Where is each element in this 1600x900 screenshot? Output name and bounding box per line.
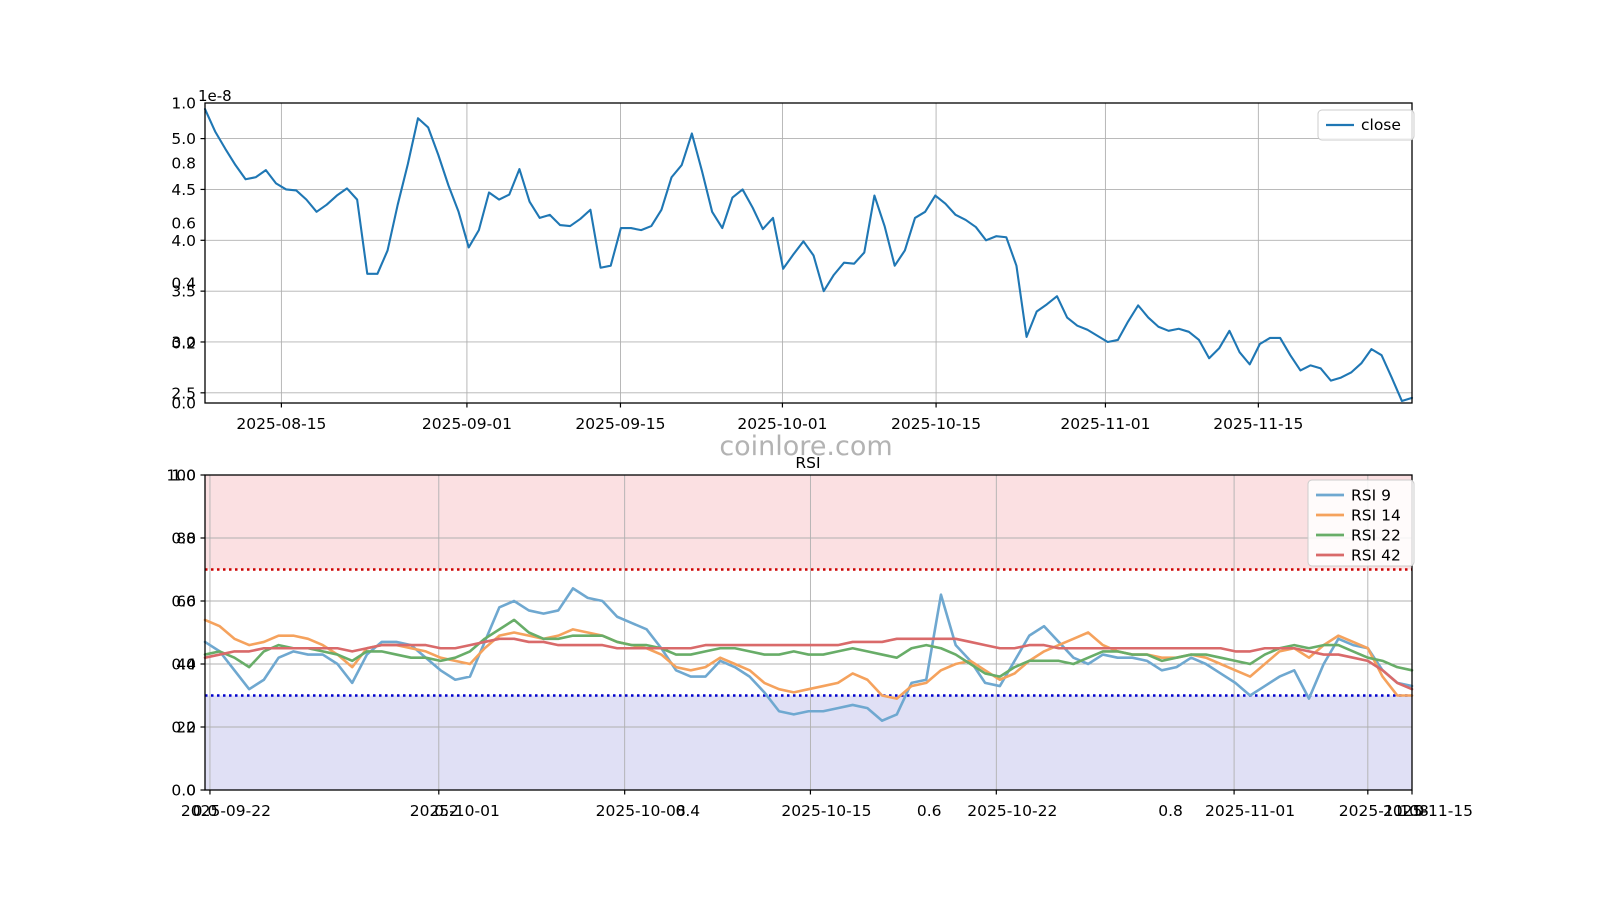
- price-x-axis-ticks: 2025-08-15 2025-09-01 2025-09-15 2025-10-01…: [236, 403, 1303, 433]
- rsi-legend[interactable]: RSI 9 RSI 14 RSI 22 RSI 42: [1307, 479, 1415, 567]
- rsi-line-rsi-22: [203, 618, 1414, 678]
- price-ytick-label: 3.5: [171, 283, 196, 301]
- rsi-ytick-label: 60: [176, 593, 196, 611]
- rsi-secondary-ytick-label: 1.0: [171, 467, 196, 485]
- rsi-legend-label-rsi-9: RSI 9: [1351, 487, 1391, 505]
- rsi-ytick-label: 40: [176, 656, 196, 674]
- price-ytick-label: 5.0: [171, 130, 196, 148]
- rsi-legend-label-rsi-14: RSI 14: [1351, 507, 1401, 525]
- price-secondary-ytick-label: 0.2: [171, 335, 196, 353]
- rsi-xtick-label: 2025-11-15: [1383, 802, 1473, 820]
- rsi-xtick-label: 2025-09-22: [181, 802, 271, 820]
- rsi-xtick-label: 2025-11-01: [1205, 802, 1295, 820]
- oversold-band: [205, 695, 1412, 790]
- rsi-ytick-label: 0: [186, 782, 196, 800]
- price-gridlines: [205, 103, 1412, 403]
- price-ytick-label: 2.5: [171, 384, 196, 402]
- rsi-secondary-xtick-label: 0.6: [917, 802, 942, 820]
- price-ytick-label: 4.0: [171, 232, 196, 250]
- price-ytick-label: 4.5: [171, 181, 196, 199]
- rsi-secondary-y-axis-ticks: 0.0 0.2 0.4 0.6 0.8 1.0: [171, 467, 196, 800]
- rsi-legend-items: RSI 9 RSI 14 RSI 22 RSI 42: [1316, 487, 1401, 565]
- rsi-xtick-label: 2025-10-08: [596, 802, 686, 820]
- rsi-secondary-ytick-label: 0.6: [171, 593, 196, 611]
- price-xtick-label: 2025-09-15: [575, 415, 665, 433]
- rsi-legend-box: [1307, 479, 1415, 567]
- price-secondary-ytick-label: 0.6: [171, 215, 196, 233]
- rsi-secondary-ytick-label: 0.4: [171, 656, 196, 674]
- price-axes-frame: [204, 102, 1413, 404]
- rsi-line-rsi-42: [203, 637, 1414, 691]
- rsi-secondary-ytick-label: 0.8: [171, 530, 196, 548]
- rsi-ytick-label: 80: [176, 530, 196, 548]
- price-xtick-label: 2025-11-15: [1213, 415, 1303, 433]
- price-y-axis-offset-text: 1e-8: [198, 87, 232, 105]
- price-secondary-ytick-label: 0.0: [171, 395, 196, 413]
- price-secondary-ytick-label: 0.4: [171, 275, 196, 293]
- rsi-ytick-label: 100: [166, 467, 196, 485]
- coinlore-watermark: coinlore.com: [719, 431, 892, 462]
- rsi-xtick-label: 2025-11-08: [1339, 802, 1429, 820]
- price-xtick-label: 2025-08-15: [236, 415, 326, 433]
- rsi-line-rsi-14: [203, 618, 1414, 700]
- rsi-line-series: [203, 587, 1414, 722]
- price-line-close: [203, 108, 1414, 403]
- rsi-title: RSI: [795, 454, 820, 472]
- rsi-xtick-label: 2025-10-22: [967, 802, 1057, 820]
- rsi-secondary-ytick-label: 0.0: [171, 782, 196, 800]
- price-secondary-y-axis-ticks: 0.0 0.2 0.4 0.6 0.8 1.0: [171, 95, 196, 413]
- rsi-secondary-xtick-label: 0.0: [193, 802, 218, 820]
- price-legend[interactable]: close: [1317, 109, 1415, 141]
- overbought-band: [205, 475, 1412, 570]
- price-xtick-label: 2025-09-01: [422, 415, 512, 433]
- rsi-secondary-xtick-label: 0.8: [1158, 802, 1183, 820]
- rsi-axes-frame: [204, 474, 1413, 791]
- rsi-ytick-label: 20: [176, 719, 196, 737]
- rsi-x-axis-ticks: 2025-09-22 2025-10-01 2025-10-08 2025-10-15…: [181, 790, 1473, 820]
- price-secondary-ytick-label: 0.8: [171, 155, 196, 173]
- rsi-subplot: 0 20 40 60 80 100 0.0 0.2 0.4 0.6 0.8 1.0 2025-09-…: [166, 454, 1473, 820]
- rsi-y-axis-ticks: 0 20 40 60 80 100: [166, 467, 205, 800]
- price-legend-label-close: close: [1361, 116, 1401, 134]
- rsi-secondary-x-axis-ticks: 0.0 0.2 0.4 0.6 0.8 1.0: [193, 802, 1425, 820]
- rsi-xtick-label: 2025-10-01: [410, 802, 500, 820]
- rsi-secondary-xtick-label: 0.2: [434, 802, 459, 820]
- price-secondary-ytick-label: 1.0: [171, 95, 196, 113]
- price-subplot: 2.5 3.0 3.5 4.0 4.5 5.0 0.0 0.2 0.4 0.6 0.8 1.0 20…: [171, 87, 1415, 433]
- price-legend-box: [1317, 109, 1415, 141]
- price-ytick-label: 3.0: [171, 333, 196, 351]
- rsi-secondary-xtick-label: 0.4: [675, 802, 700, 820]
- price-line-series: [203, 108, 1414, 403]
- rsi-xtick-label: 2025-10-15: [781, 802, 871, 820]
- rsi-legend-label-rsi-22: RSI 22: [1351, 527, 1401, 545]
- price-xtick-label: 2025-10-15: [891, 415, 981, 433]
- price-xtick-label: 2025-10-01: [737, 415, 827, 433]
- rsi-secondary-xtick-label: 1.0: [1400, 802, 1425, 820]
- rsi-legend-label-rsi-42: RSI 42: [1351, 547, 1401, 565]
- rsi-secondary-ytick-label: 0.2: [171, 719, 196, 737]
- price-xtick-label: 2025-11-01: [1060, 415, 1150, 433]
- price-y-axis-ticks: 2.5 3.0 3.5 4.0 4.5 5.0: [171, 130, 205, 402]
